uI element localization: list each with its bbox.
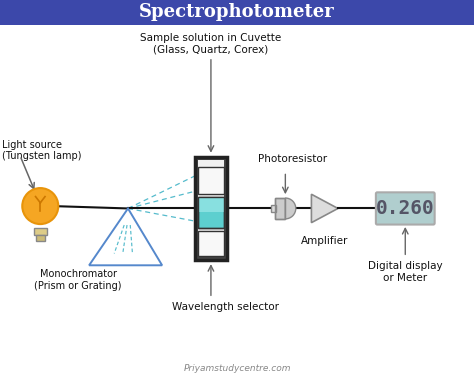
FancyBboxPatch shape [261, 0, 284, 25]
Text: Digital display
or Meter: Digital display or Meter [368, 261, 443, 283]
FancyBboxPatch shape [198, 167, 224, 194]
FancyBboxPatch shape [166, 0, 190, 25]
FancyBboxPatch shape [284, 0, 308, 25]
FancyBboxPatch shape [308, 0, 332, 25]
Text: Sample solution in Cuvette
(Glass, Quartz, Corex): Sample solution in Cuvette (Glass, Quart… [140, 33, 282, 55]
FancyBboxPatch shape [450, 0, 474, 25]
FancyBboxPatch shape [198, 231, 224, 256]
FancyBboxPatch shape [332, 0, 356, 25]
FancyBboxPatch shape [195, 157, 227, 260]
Polygon shape [311, 194, 338, 223]
Text: Priyamstudycentre.com: Priyamstudycentre.com [183, 364, 291, 373]
FancyBboxPatch shape [0, 0, 24, 25]
FancyBboxPatch shape [95, 0, 118, 25]
FancyBboxPatch shape [24, 0, 47, 25]
FancyBboxPatch shape [198, 160, 224, 257]
FancyBboxPatch shape [271, 205, 276, 212]
FancyBboxPatch shape [36, 235, 45, 241]
FancyBboxPatch shape [198, 197, 224, 212]
Text: Amplifier: Amplifier [301, 236, 348, 246]
FancyBboxPatch shape [71, 0, 95, 25]
Text: Spectrophotometer: Spectrophotometer [139, 3, 335, 21]
FancyBboxPatch shape [142, 0, 166, 25]
FancyBboxPatch shape [237, 0, 261, 25]
FancyBboxPatch shape [198, 197, 224, 228]
FancyBboxPatch shape [0, 0, 474, 25]
Circle shape [22, 188, 58, 224]
FancyBboxPatch shape [213, 0, 237, 25]
FancyBboxPatch shape [376, 192, 435, 224]
FancyBboxPatch shape [34, 228, 47, 235]
Text: Photoresistor: Photoresistor [258, 154, 327, 164]
FancyBboxPatch shape [427, 0, 450, 25]
FancyBboxPatch shape [403, 0, 427, 25]
Text: Light source
(Tungsten lamp): Light source (Tungsten lamp) [2, 140, 82, 161]
FancyBboxPatch shape [356, 0, 379, 25]
FancyBboxPatch shape [0, 0, 474, 25]
Wedge shape [285, 198, 296, 219]
FancyBboxPatch shape [190, 0, 213, 25]
FancyBboxPatch shape [379, 0, 403, 25]
FancyBboxPatch shape [275, 198, 285, 219]
Text: Monochromator
(Prism or Grating): Monochromator (Prism or Grating) [35, 269, 122, 291]
FancyBboxPatch shape [47, 0, 71, 25]
Text: Wavelength selector: Wavelength selector [172, 302, 279, 312]
Text: 0.260: 0.260 [376, 199, 435, 218]
FancyBboxPatch shape [118, 0, 142, 25]
